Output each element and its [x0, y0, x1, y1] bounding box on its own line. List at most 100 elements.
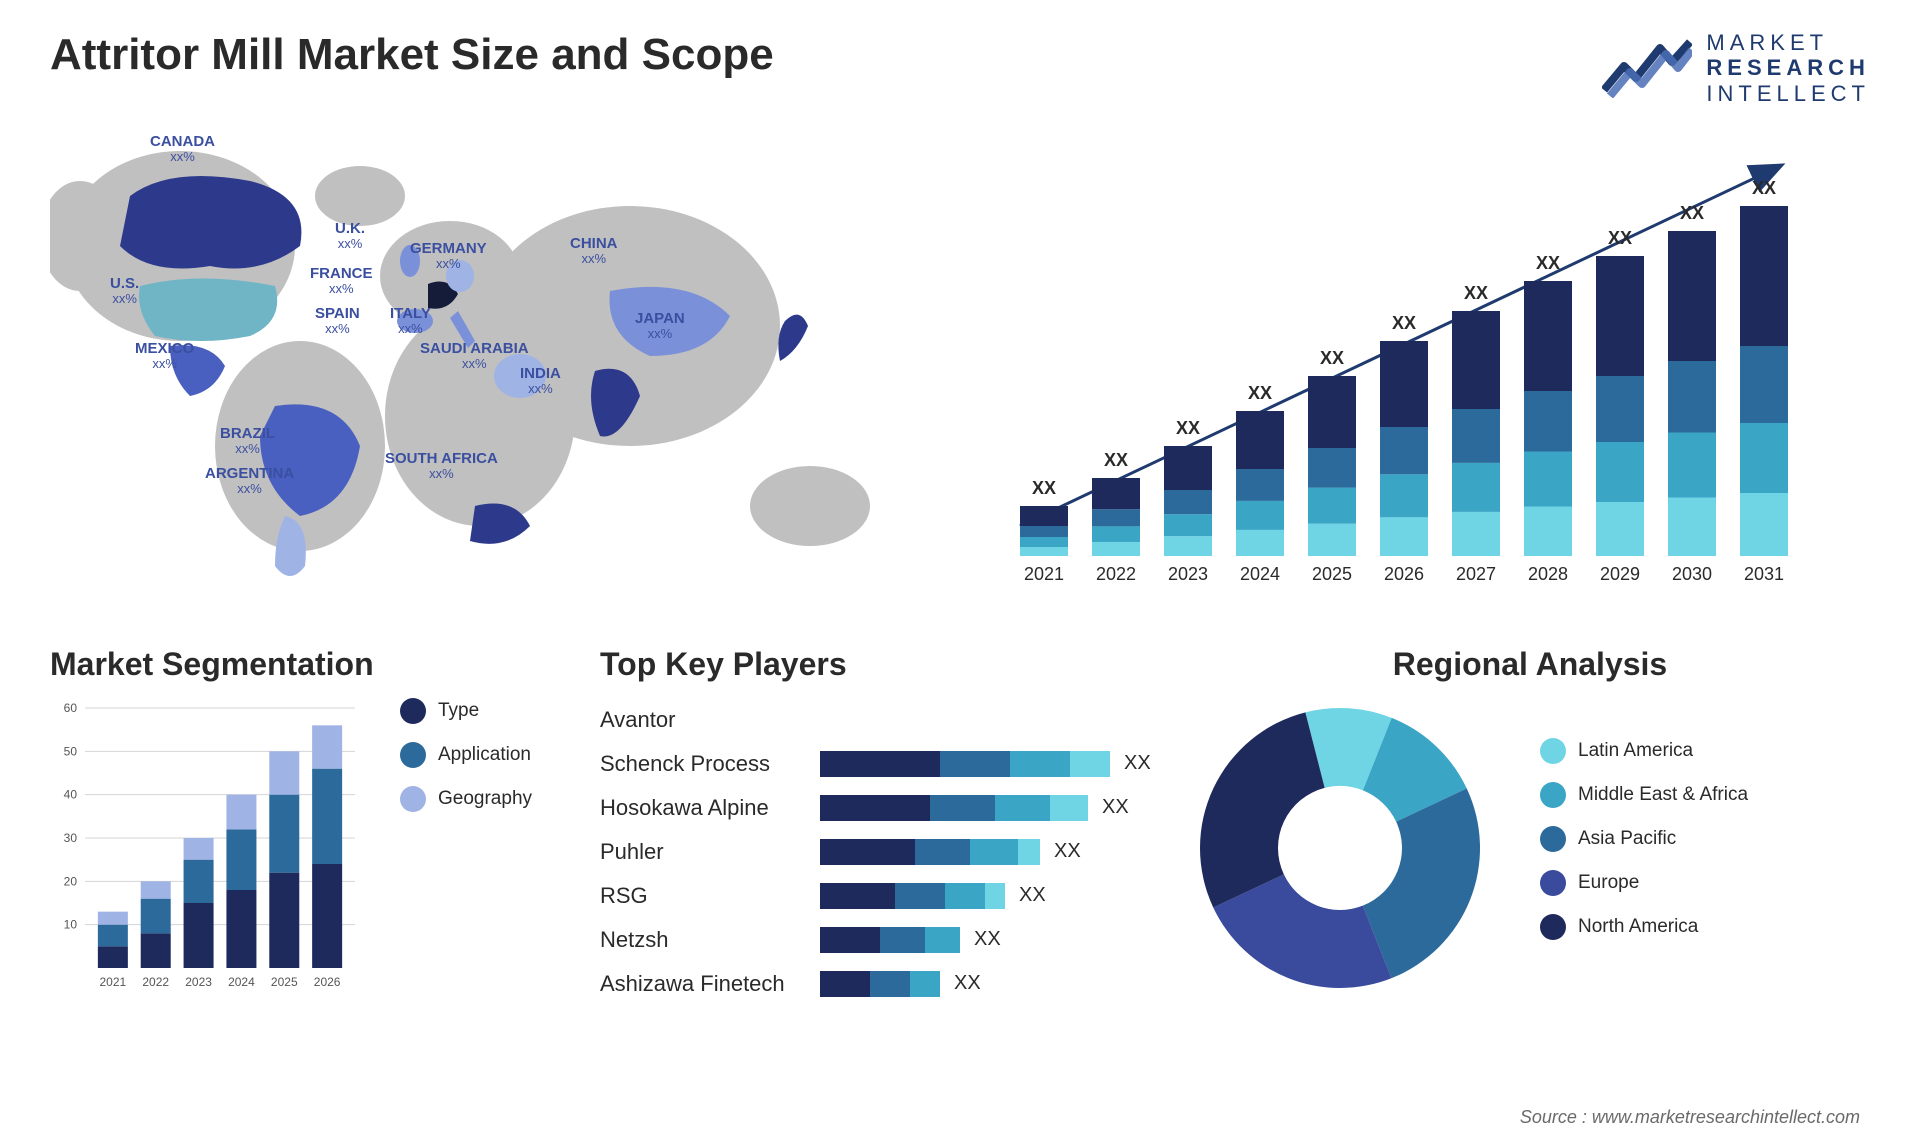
player-name: Puhler [600, 839, 820, 865]
players-panel: Top Key Players Avantor Schenck Process XX… [600, 646, 1160, 1008]
svg-text:2023: 2023 [1168, 564, 1208, 584]
map-country-label: INDIAxx% [520, 366, 561, 397]
svg-text:XX: XX [1032, 478, 1056, 498]
segmentation-legend: Type Application Geography [400, 698, 532, 1008]
logo-line3: INTELLECT [1706, 81, 1870, 106]
map-country-label: SPAINxx% [315, 306, 360, 337]
player-value: XX [954, 972, 981, 995]
map-country-label: SOUTH AFRICAxx% [385, 451, 498, 482]
map-country-label: ARGENTINAxx% [205, 466, 294, 497]
player-row: Schenck Process XX [600, 742, 1160, 786]
svg-text:2026: 2026 [314, 975, 341, 989]
svg-text:2025: 2025 [1312, 564, 1352, 584]
map-country-label: MEXICOxx% [135, 341, 194, 372]
map-country-label: U.K.xx% [335, 221, 365, 252]
player-bar [820, 795, 1088, 821]
svg-text:2024: 2024 [228, 975, 255, 989]
svg-text:2029: 2029 [1600, 564, 1640, 584]
svg-text:XX: XX [1680, 203, 1704, 223]
regional-legend-item: Middle East & Africa [1540, 782, 1748, 808]
segmentation-legend-item: Type [400, 698, 532, 724]
player-name: Netzsh [600, 927, 820, 953]
svg-text:XX: XX [1320, 348, 1344, 368]
svg-text:XX: XX [1248, 383, 1272, 403]
segmentation-legend-item: Application [400, 742, 532, 768]
segmentation-legend-item: Geography [400, 786, 532, 812]
svg-text:30: 30 [64, 831, 78, 845]
segmentation-chart: 10 20 30 40 50 60 2021 2022 2023 2024 2025 2026 [50, 698, 370, 1008]
player-bar [820, 839, 1040, 865]
source-attribution: Source : www.marketresearchintellect.com [1520, 1107, 1860, 1128]
player-value: XX [1102, 796, 1129, 819]
player-row: Hosokawa Alpine XX [600, 786, 1160, 830]
svg-text:2024: 2024 [1240, 564, 1280, 584]
player-value: XX [1054, 840, 1081, 863]
page-title: Attritor Mill Market Size and Scope [50, 30, 774, 80]
player-name: Hosokawa Alpine [600, 795, 820, 821]
players-title: Top Key Players [600, 646, 1160, 683]
player-row: Avantor [600, 698, 1160, 742]
map-country-label: U.S.xx% [110, 276, 139, 307]
map-country-label: ITALYxx% [390, 306, 431, 337]
regional-legend-item: Asia Pacific [1540, 826, 1748, 852]
player-row: Netzsh XX [600, 918, 1160, 962]
segmentation-panel: Market Segmentation 10 20 30 40 50 60 2021 2022… [50, 646, 570, 1008]
regional-legend-item: Latin America [1540, 738, 1748, 764]
logo-mark-icon [1602, 38, 1692, 98]
map-country-label: JAPANxx% [635, 311, 685, 342]
player-bar [820, 751, 1110, 777]
svg-text:2028: 2028 [1528, 564, 1568, 584]
player-name: Schenck Process [600, 751, 820, 777]
svg-text:10: 10 [64, 918, 78, 932]
segmentation-title: Market Segmentation [50, 646, 570, 683]
svg-text:XX: XX [1464, 283, 1488, 303]
player-value: XX [1124, 752, 1151, 775]
map-country-label: FRANCExx% [310, 266, 373, 297]
svg-text:2030: 2030 [1672, 564, 1712, 584]
svg-text:40: 40 [64, 788, 78, 802]
regional-legend-item: North America [1540, 914, 1748, 940]
svg-text:2022: 2022 [1096, 564, 1136, 584]
svg-text:2023: 2023 [185, 975, 212, 989]
svg-text:XX: XX [1176, 418, 1200, 438]
map-country-label: CANADAxx% [150, 134, 215, 165]
growth-bar-chart: XX 2021 XX 2022 XX 2023 XX 2024 XX 2025 XX 2026 XX 20… [990, 126, 1870, 606]
regional-panel: Regional Analysis Latin America Middle Ea… [1190, 646, 1870, 1008]
svg-text:XX: XX [1104, 450, 1128, 470]
regional-title: Regional Analysis [1190, 646, 1870, 683]
player-bar [820, 927, 960, 953]
logo-text: MARKET RESEARCH INTELLECT [1706, 30, 1870, 106]
regional-legend-item: Europe [1540, 870, 1748, 896]
player-value: XX [1019, 884, 1046, 907]
world-map: CANADAxx% U.S.xx% MEXICOxx% BRAZILxx% ARGENT… [50, 126, 950, 606]
svg-text:2021: 2021 [100, 975, 127, 989]
regional-donut-chart [1190, 698, 1490, 998]
player-bar [820, 971, 940, 997]
player-value: XX [974, 928, 1001, 951]
logo-line2: RESEARCH [1706, 55, 1870, 80]
players-list: Avantor Schenck Process XX Hosokawa Alpine X… [600, 698, 1160, 1006]
svg-text:2025: 2025 [271, 975, 298, 989]
svg-text:2026: 2026 [1384, 564, 1424, 584]
player-name: Ashizawa Finetech [600, 971, 820, 997]
player-row: Ashizawa Finetech XX [600, 962, 1160, 1006]
svg-text:50: 50 [64, 744, 78, 758]
map-country-label: BRAZILxx% [220, 426, 275, 457]
svg-text:2022: 2022 [142, 975, 169, 989]
svg-text:XX: XX [1536, 253, 1560, 273]
map-country-label: CHINAxx% [570, 236, 618, 267]
player-row: Puhler XX [600, 830, 1160, 874]
brand-logo: MARKET RESEARCH INTELLECT [1602, 30, 1870, 106]
svg-text:2031: 2031 [1744, 564, 1784, 584]
svg-text:60: 60 [64, 701, 78, 715]
player-bar [820, 883, 1005, 909]
svg-text:2021: 2021 [1024, 564, 1064, 584]
svg-text:XX: XX [1392, 313, 1416, 333]
svg-text:2027: 2027 [1456, 564, 1496, 584]
player-name: Avantor [600, 707, 820, 733]
regional-legend: Latin America Middle East & Africa Asia Pa… [1540, 738, 1748, 958]
player-name: RSG [600, 883, 820, 909]
svg-text:XX: XX [1608, 228, 1632, 248]
svg-text:20: 20 [64, 874, 78, 888]
map-country-label: SAUDI ARABIAxx% [420, 341, 529, 372]
